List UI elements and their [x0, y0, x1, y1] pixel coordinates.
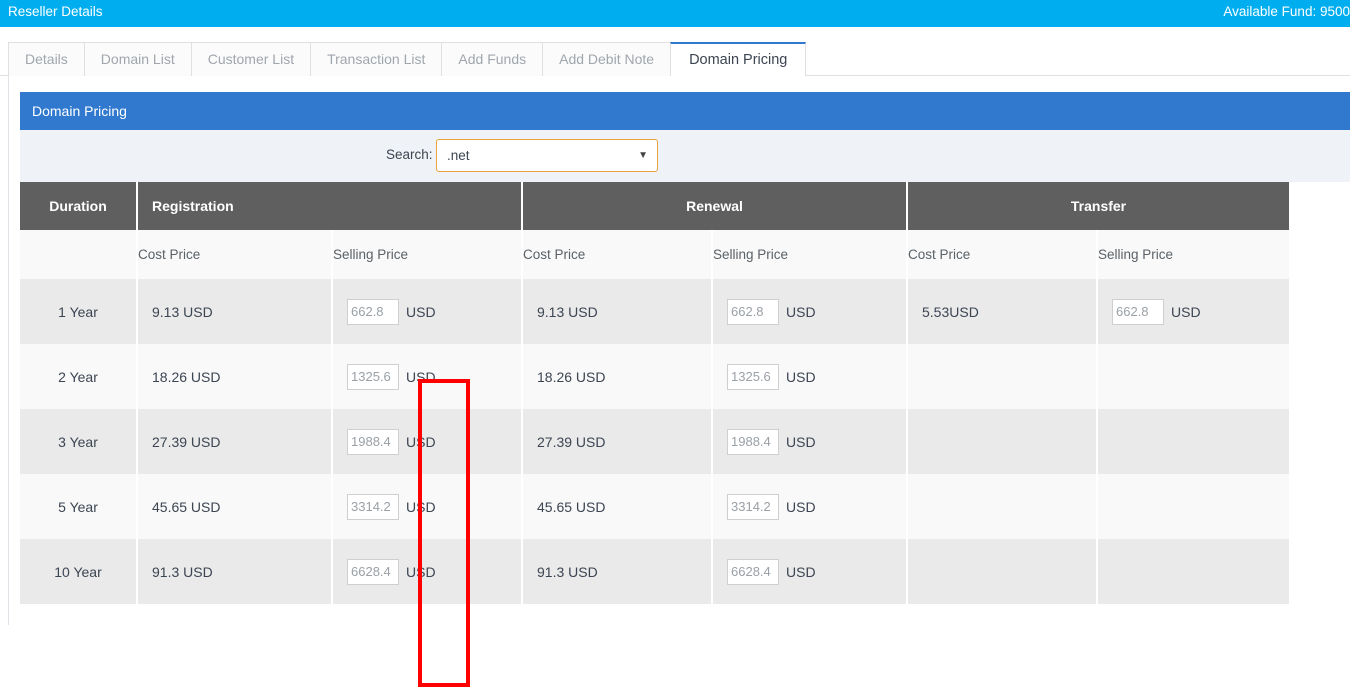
- renewal-selling-price-unit: USD: [786, 563, 816, 580]
- header-transfer: Transfer: [907, 182, 1291, 230]
- domain-pricing-panel: Domain Pricing Search: .net ▼ Duration R…: [20, 92, 1350, 687]
- registration-selling-price-unit: USD: [406, 368, 436, 385]
- header-renewal: Renewal: [522, 182, 908, 230]
- cell-registration-cost-price: 18.26 USD: [137, 344, 333, 409]
- transfer-selling-price-input[interactable]: [1112, 298, 1164, 325]
- registration-selling-price-input[interactable]: [347, 493, 399, 520]
- tab-domain-pricing[interactable]: Domain Pricing: [670, 42, 807, 76]
- sub-header-registration-cost-price: Cost Price: [137, 230, 333, 279]
- renewal-selling-price-unit: USD: [786, 303, 816, 320]
- registration-selling-price-unit: USD: [406, 433, 436, 450]
- tab-strip: Details Domain List Customer List Transacti…: [0, 27, 1350, 76]
- sub-header-transfer-selling-price: Selling Price: [1097, 230, 1291, 279]
- registration-selling-price-input[interactable]: [347, 428, 399, 455]
- renewal-selling-price-input[interactable]: [727, 428, 779, 455]
- cell-transfer-cost-price: [907, 539, 1098, 604]
- renewal-selling-price-input[interactable]: [727, 363, 779, 390]
- cell-transfer-selling-price: [1097, 539, 1291, 604]
- cell-transfer-selling-price: [1097, 344, 1291, 409]
- cell-renewal-cost-price: 91.3 USD: [522, 539, 713, 604]
- cell-registration-selling-price: USD: [332, 344, 523, 409]
- cell-renewal-cost-price: 9.13 USD: [522, 279, 713, 344]
- cell-renewal-selling-price: USD: [712, 474, 908, 539]
- sub-header-renewal-cost-price: Cost Price: [522, 230, 713, 279]
- cell-transfer-cost-price: [907, 409, 1098, 474]
- cell-renewal-cost-price: 27.39 USD: [522, 409, 713, 474]
- cell-registration-cost-price: 45.65 USD: [137, 474, 333, 539]
- renewal-selling-price-input[interactable]: [727, 298, 779, 325]
- cell-renewal-selling-price: USD: [712, 539, 908, 604]
- cell-duration: 10 Year: [20, 539, 138, 604]
- cell-duration: 5 Year: [20, 474, 138, 539]
- tab-list: Details Domain List Customer List Transacti…: [8, 42, 807, 76]
- registration-selling-price-unit: USD: [406, 563, 436, 580]
- cell-transfer-cost-price: 5.53USD: [907, 279, 1098, 344]
- cell-transfer-selling-price: [1097, 474, 1291, 539]
- cell-registration-cost-price: 91.3 USD: [137, 539, 333, 604]
- search-bar: Search: .net ▼: [20, 130, 1350, 182]
- cell-renewal-selling-price: USD: [712, 344, 908, 409]
- renewal-selling-price-unit: USD: [786, 498, 816, 515]
- page-title: Reseller Details: [8, 4, 103, 19]
- registration-selling-price-input[interactable]: [347, 558, 399, 585]
- header-registration: Registration: [137, 182, 523, 230]
- renewal-selling-price-input[interactable]: [727, 558, 779, 585]
- cell-duration: 1 Year: [20, 279, 138, 344]
- cell-duration: 2 Year: [20, 344, 138, 409]
- cell-transfer-selling-price: USD: [1097, 279, 1291, 344]
- registration-selling-price-input[interactable]: [347, 363, 399, 390]
- cell-registration-selling-price: USD: [332, 279, 523, 344]
- sub-header-renewal-selling-price: Selling Price: [712, 230, 908, 279]
- search-label: Search:: [386, 147, 433, 162]
- tab-transaction-list[interactable]: Transaction List: [310, 42, 442, 76]
- cell-registration-selling-price: USD: [332, 539, 523, 604]
- cell-duration: 3 Year: [20, 409, 138, 474]
- table-group-header-row: Duration Registration Renewal Transfer: [20, 182, 1291, 230]
- cell-renewal-cost-price: 45.65 USD: [522, 474, 713, 539]
- page-left-rule: [8, 76, 9, 625]
- cell-renewal-selling-price: USD: [712, 409, 908, 474]
- sub-header-duration-blank: [20, 230, 138, 279]
- registration-selling-price-input[interactable]: [347, 298, 399, 325]
- search-tld-selected-value: .net: [447, 148, 470, 163]
- pricing-table: Duration Registration Renewal Transfer C…: [20, 182, 1291, 604]
- cell-registration-selling-price: USD: [332, 474, 523, 539]
- top-bar: Reseller Details Available Fund: 9500: [0, 0, 1350, 27]
- sub-header-registration-selling-price: Selling Price: [332, 230, 523, 279]
- renewal-selling-price-unit: USD: [786, 433, 816, 450]
- chevron-down-icon: ▼: [638, 150, 648, 161]
- transfer-selling-price-unit: USD: [1171, 303, 1201, 320]
- available-fund-label: Available Fund: 9500: [1223, 4, 1350, 19]
- sub-header-transfer-cost-price: Cost Price: [907, 230, 1098, 279]
- cell-registration-cost-price: 27.39 USD: [137, 409, 333, 474]
- tab-add-funds[interactable]: Add Funds: [441, 42, 543, 76]
- cell-renewal-cost-price: 18.26 USD: [522, 344, 713, 409]
- tab-customer-list[interactable]: Customer List: [190, 42, 311, 76]
- panel-title: Domain Pricing: [32, 103, 127, 119]
- registration-selling-price-unit: USD: [406, 303, 436, 320]
- tab-add-debit-note[interactable]: Add Debit Note: [542, 42, 671, 76]
- panel-header: Domain Pricing: [20, 92, 1350, 130]
- cell-renewal-selling-price: USD: [712, 279, 908, 344]
- header-duration: Duration: [20, 182, 138, 230]
- cell-registration-selling-price: USD: [332, 409, 523, 474]
- renewal-selling-price-unit: USD: [786, 368, 816, 385]
- cell-transfer-cost-price: [907, 344, 1098, 409]
- renewal-selling-price-input[interactable]: [727, 493, 779, 520]
- cell-transfer-selling-price: [1097, 409, 1291, 474]
- table-sub-header-row: Cost Price Selling Price Cost Price Sell…: [20, 230, 1291, 279]
- cell-transfer-cost-price: [907, 474, 1098, 539]
- tab-details[interactable]: Details: [8, 42, 84, 76]
- registration-selling-price-unit: USD: [406, 498, 436, 515]
- tab-domain-list[interactable]: Domain List: [83, 42, 191, 76]
- search-tld-select[interactable]: .net ▼: [436, 139, 658, 172]
- cell-registration-cost-price: 9.13 USD: [137, 279, 333, 344]
